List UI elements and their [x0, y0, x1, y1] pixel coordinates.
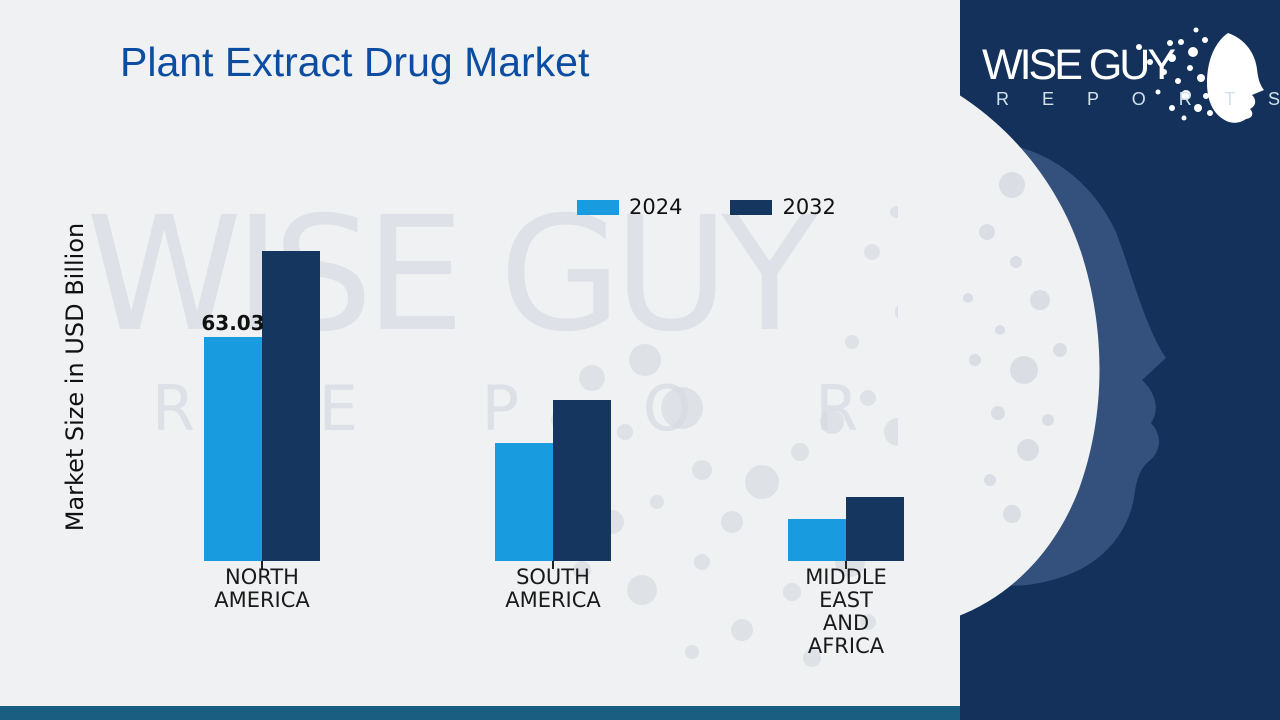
background-watermark-wordmark: WISE GUY — [86, 183, 818, 367]
bar-2032-middle-east-and-africa — [846, 497, 904, 561]
legend-swatch-2032 — [730, 199, 773, 215]
x-axis-tick — [845, 561, 847, 569]
x-axis-category-label: SOUTH AMERICA — [505, 565, 601, 612]
brand-logo: WISE GUY R E P O R T S — [982, 41, 1280, 109]
bar-2032-south-america — [553, 400, 611, 561]
legend-label-2032: 2032 — [782, 195, 836, 219]
legend-item-2024: 2024 — [577, 195, 682, 219]
brand-logo-reports: R E P O R T S — [996, 89, 1280, 109]
page-title: Plant Extract Drug Market — [120, 39, 590, 85]
brand-logo-wordmark: WISE GUY — [982, 41, 1176, 89]
bar-2032-north-america — [262, 251, 320, 561]
bar-value-label: 63.03 — [201, 311, 265, 335]
bar-2024-north-america — [204, 337, 262, 561]
legend-item-2032: 2032 — [730, 195, 836, 219]
x-axis-tick — [552, 561, 554, 569]
bar-2024-middle-east-and-africa — [788, 519, 846, 561]
legend-label-2024: 2024 — [629, 195, 683, 219]
chart-legend: 2024 2032 — [577, 195, 836, 219]
x-axis-category-label: MIDDLE EAST AND AFRICA — [805, 565, 887, 658]
x-axis-category-label: NORTH AMERICA — [214, 565, 310, 612]
x-axis-tick — [261, 561, 263, 569]
bar-2024-south-america — [495, 443, 553, 561]
legend-swatch-2024 — [577, 199, 619, 215]
